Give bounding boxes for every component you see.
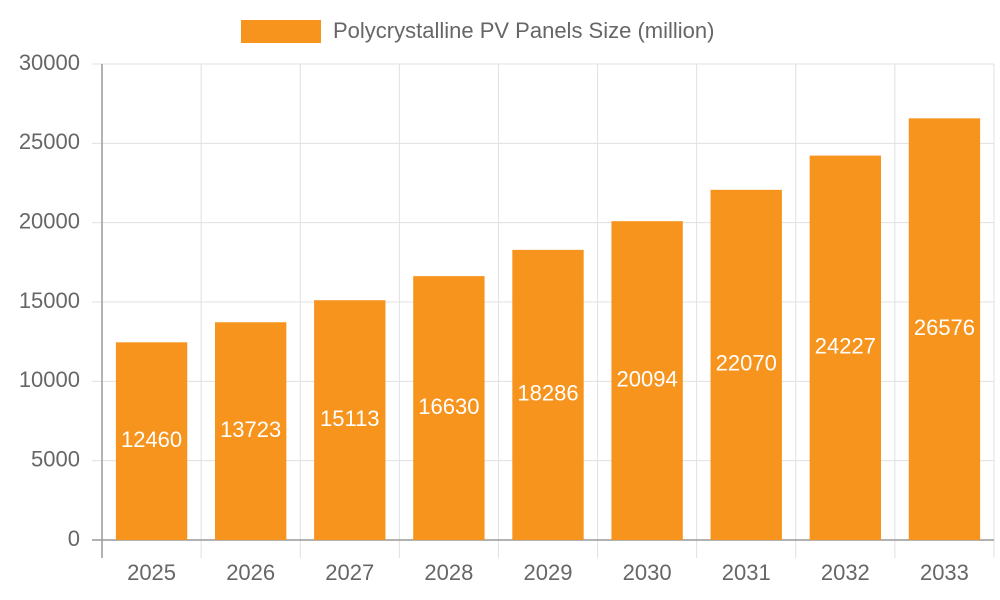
y-tick-label: 30000 [19, 50, 80, 75]
x-tick-label: 2025 [127, 560, 176, 585]
data-label: 16630 [418, 394, 479, 419]
bar [512, 249, 584, 541]
x-tick-label: 2029 [524, 560, 573, 585]
bar [413, 276, 485, 540]
legend-swatch [241, 20, 321, 43]
legend-label: Polycrystalline PV Panels Size (million) [333, 18, 714, 43]
bar [710, 189, 782, 540]
x-tick-label: 2026 [226, 560, 275, 585]
data-label: 20094 [617, 366, 678, 391]
y-tick-label: 25000 [19, 129, 80, 154]
bar [809, 155, 882, 540]
x-tick-label: 2033 [920, 560, 969, 585]
x-tick-label: 2031 [722, 560, 771, 585]
x-tick-label: 2028 [424, 560, 473, 585]
bar [214, 322, 287, 540]
data-label: 26576 [914, 315, 975, 340]
x-tick-label: 2030 [623, 560, 672, 585]
data-label: 15113 [320, 406, 380, 431]
y-tick-label: 10000 [19, 367, 80, 392]
y-tick-label: 15000 [19, 288, 80, 313]
data-label: 13723 [220, 417, 281, 442]
bar [611, 221, 683, 540]
data-label: 12460 [121, 427, 182, 452]
bar [908, 118, 981, 541]
y-tick-label: 5000 [31, 446, 80, 471]
y-tick-label: 0 [68, 526, 80, 551]
bar [115, 342, 188, 540]
bar [314, 300, 386, 540]
data-label: 22070 [716, 351, 777, 376]
y-tick-label: 20000 [19, 208, 80, 233]
x-tick-label: 2032 [821, 560, 870, 585]
data-label: 18286 [517, 381, 578, 406]
data-label: 24227 [815, 334, 876, 359]
x-tick-label: 2027 [325, 560, 374, 585]
